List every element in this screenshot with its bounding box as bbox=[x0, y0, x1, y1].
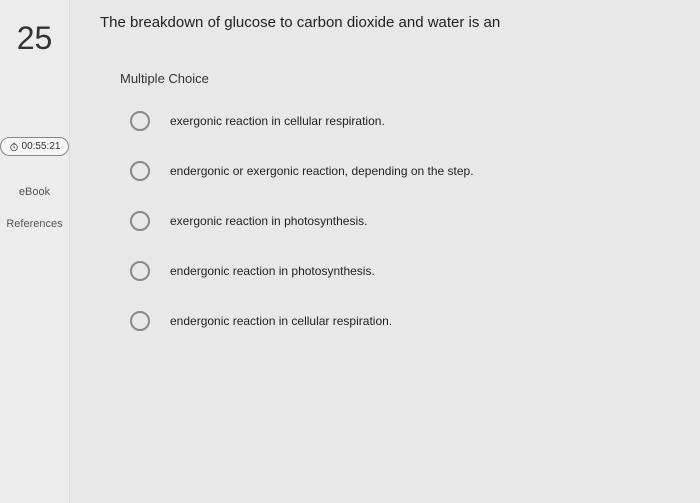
option-5[interactable]: endergonic reaction in cellular respirat… bbox=[130, 311, 670, 331]
options-list: exergonic reaction in cellular respirati… bbox=[130, 111, 670, 331]
timer-value: 00:55:21 bbox=[22, 141, 61, 152]
question-type-label: Multiple Choice bbox=[120, 71, 670, 86]
sidebar: 25 00:55:21 eBook References bbox=[0, 0, 70, 503]
option-text: endergonic or exergonic reaction, depend… bbox=[170, 164, 474, 178]
main-content: The breakdown of glucose to carbon dioxi… bbox=[70, 0, 700, 503]
timer-pill: 00:55:21 bbox=[0, 137, 69, 156]
radio-icon[interactable] bbox=[130, 111, 150, 131]
option-text: exergonic reaction in photosynthesis. bbox=[170, 214, 367, 228]
option-text: exergonic reaction in cellular respirati… bbox=[170, 114, 385, 128]
option-3[interactable]: exergonic reaction in photosynthesis. bbox=[130, 211, 670, 231]
option-text: endergonic reaction in photosynthesis. bbox=[170, 264, 375, 278]
clock-icon bbox=[9, 142, 19, 152]
radio-icon[interactable] bbox=[130, 261, 150, 281]
option-2[interactable]: endergonic or exergonic reaction, depend… bbox=[130, 161, 670, 181]
option-1[interactable]: exergonic reaction in cellular respirati… bbox=[130, 111, 670, 131]
ebook-link[interactable]: eBook bbox=[19, 186, 50, 198]
option-text: endergonic reaction in cellular respirat… bbox=[170, 314, 392, 328]
question-text: The breakdown of glucose to carbon dioxi… bbox=[100, 14, 670, 31]
question-number: 25 bbox=[17, 20, 53, 57]
radio-icon[interactable] bbox=[130, 311, 150, 331]
option-4[interactable]: endergonic reaction in photosynthesis. bbox=[130, 261, 670, 281]
references-link[interactable]: References bbox=[6, 218, 62, 230]
radio-icon[interactable] bbox=[130, 211, 150, 231]
radio-icon[interactable] bbox=[130, 161, 150, 181]
